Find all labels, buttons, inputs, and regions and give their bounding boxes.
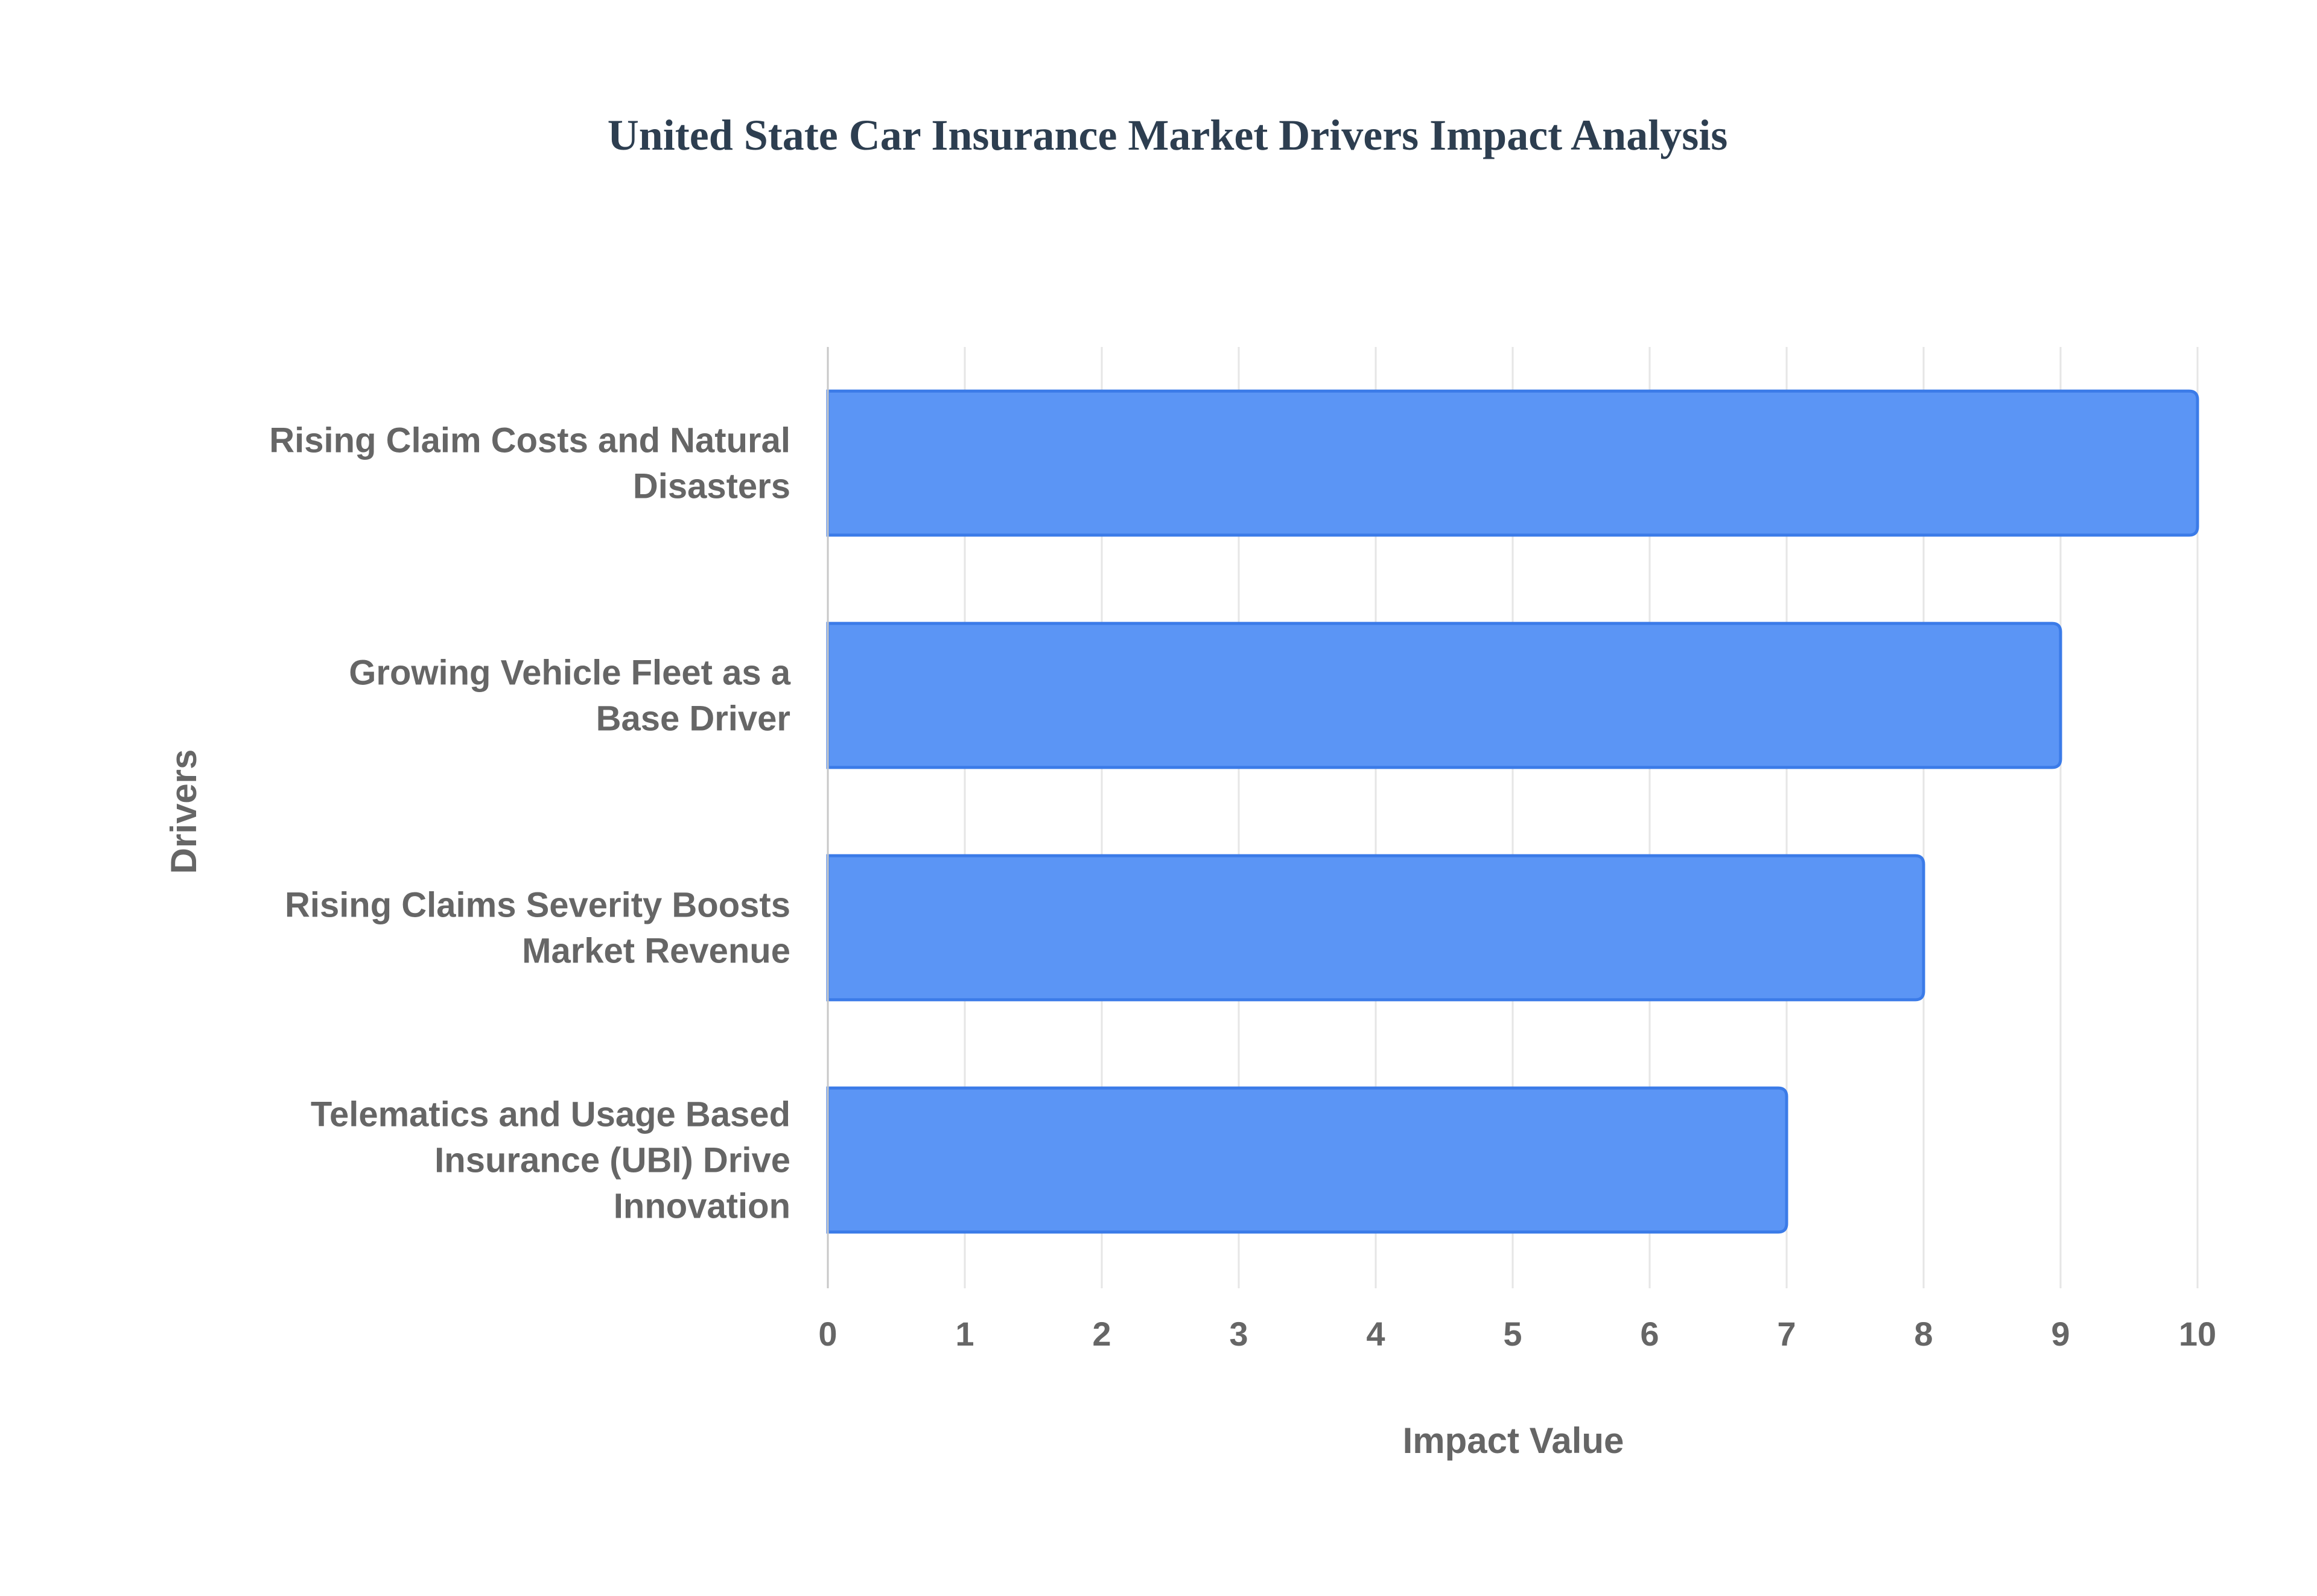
x-tick-label: 5 bbox=[1503, 1315, 1522, 1353]
bar[interactable] bbox=[826, 622, 2062, 769]
x-tick-label: 8 bbox=[1914, 1315, 1933, 1353]
bar[interactable] bbox=[826, 1086, 1788, 1234]
x-tick-label: 3 bbox=[1229, 1315, 1248, 1353]
x-tick-label: 0 bbox=[818, 1315, 837, 1353]
x-tick-label: 6 bbox=[1640, 1315, 1659, 1353]
chart-title: United State Car Insurance Market Driver… bbox=[608, 111, 1728, 159]
category-label: Market Revenue bbox=[522, 932, 790, 971]
x-tick-label: 2 bbox=[1092, 1315, 1111, 1353]
category-label: Telematics and Usage Based bbox=[311, 1095, 790, 1134]
category-label: Insurance (UBI) Drive bbox=[434, 1141, 790, 1180]
bar[interactable] bbox=[826, 854, 1925, 1002]
x-tick-label: 7 bbox=[1777, 1315, 1796, 1353]
x-tick-label: 9 bbox=[2051, 1315, 2070, 1353]
category-label: Innovation bbox=[614, 1187, 790, 1226]
x-tick-label: 1 bbox=[955, 1315, 974, 1353]
category-labels: Rising Claim Costs and Natural Disasters G… bbox=[269, 421, 790, 1226]
category-label: Rising Claim Costs and Natural bbox=[269, 421, 790, 460]
x-tick-label: 10 bbox=[2179, 1315, 2216, 1353]
x-tick-label: 4 bbox=[1366, 1315, 1385, 1353]
category-label: Growing Vehicle Fleet as a bbox=[349, 653, 790, 693]
x-tick-labels: 0 1 2 3 4 5 6 7 8 9 10 bbox=[818, 1315, 2216, 1353]
bar[interactable] bbox=[826, 389, 2199, 537]
category-label: Rising Claims Severity Boosts bbox=[285, 886, 790, 925]
category-label: Disasters bbox=[633, 467, 790, 506]
y-axis-title: Drivers bbox=[164, 749, 204, 874]
category-label: Base Driver bbox=[596, 699, 790, 739]
x-axis-title: Impact Value bbox=[1403, 1420, 1624, 1461]
bars bbox=[826, 389, 2199, 1234]
